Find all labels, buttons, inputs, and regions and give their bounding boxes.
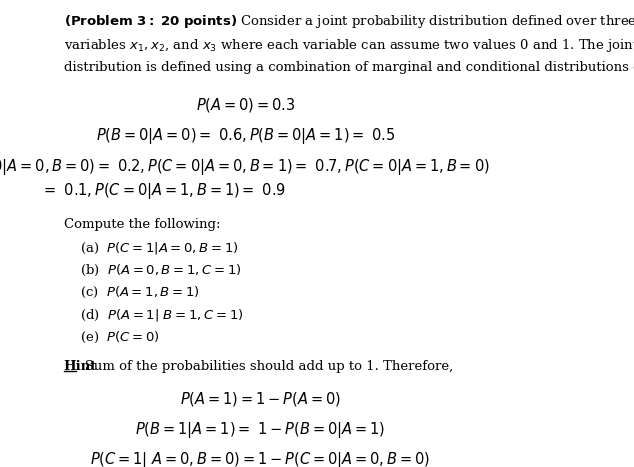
Text: Hint: Hint: [63, 360, 97, 373]
Text: : Sum of the probabilities should add up to 1. Therefore,: : Sum of the probabilities should add up…: [76, 360, 453, 373]
Text: Compute the following:: Compute the following:: [63, 218, 220, 231]
Text: distribution is defined using a combination of marginal and conditional distribu: distribution is defined using a combinat…: [63, 61, 634, 74]
Text: $P(B = 1|A = 1) = \ 1 - P(B = 0|A = 1)$: $P(B = 1|A = 1) = \ 1 - P(B = 0|A = 1)$: [136, 420, 385, 440]
Text: variables $x_1, x_2$, and $x_3$ where each variable can assume two values 0 and : variables $x_1, x_2$, and $x_3$ where ea…: [63, 37, 634, 54]
Text: $P(A = 0) = 0.3$: $P(A = 0) = 0.3$: [196, 96, 295, 114]
Text: $P(B = 0|A = 0) = \ 0.6, P(B = 0|A = 1) = \ 0.5$: $P(B = 0|A = 0) = \ 0.6, P(B = 0|A = 1) …: [96, 126, 396, 146]
Text: (d)  $P(A = 1|\ B = 1, C = 1)$: (d) $P(A = 1|\ B = 1, C = 1)$: [81, 307, 244, 323]
Text: $P(C = 1|\ A = 0, B = 0) = 1 - P(C = 0|A = 0, B = 0)$: $P(C = 1|\ A = 0, B = 0) = 1 - P(C = 0|A…: [91, 450, 430, 467]
Text: (b)  $P(A = 0, B = 1, C = 1)$: (b) $P(A = 0, B = 1, C = 1)$: [81, 262, 242, 278]
Text: $P(A = 1) = 1 - P(A = 0)$: $P(A = 1) = 1 - P(A = 0)$: [180, 390, 341, 408]
Text: (c)  $P(A = 1, B = 1)$: (c) $P(A = 1, B = 1)$: [81, 285, 200, 300]
Text: $\mathbf{(Problem\ 3:\ 20\ points)}$ Consider a joint probability distribution d: $\mathbf{(Problem\ 3:\ 20\ points)}$ Con…: [63, 13, 634, 30]
Text: $= \ 0.1, P(C = 0|A = 1, B = 1) = \ 0.9$: $= \ 0.1, P(C = 0|A = 1, B = 1) = \ 0.9$: [41, 181, 287, 201]
Text: $P(C = 0|A = 0, B = 0) = \ 0.2, P(C = 0|A = 0, B = 1) = \ 0.7, P(C = 0|A = 1, B : $P(C = 0|A = 0, B = 0) = \ 0.2, P(C = 0|…: [0, 157, 489, 177]
Text: (a)  $P(C = 1|A = 0, B = 1)$: (a) $P(C = 1|A = 0, B = 1)$: [81, 240, 239, 256]
Text: (e)  $P(C = 0)$: (e) $P(C = 0)$: [81, 330, 160, 345]
